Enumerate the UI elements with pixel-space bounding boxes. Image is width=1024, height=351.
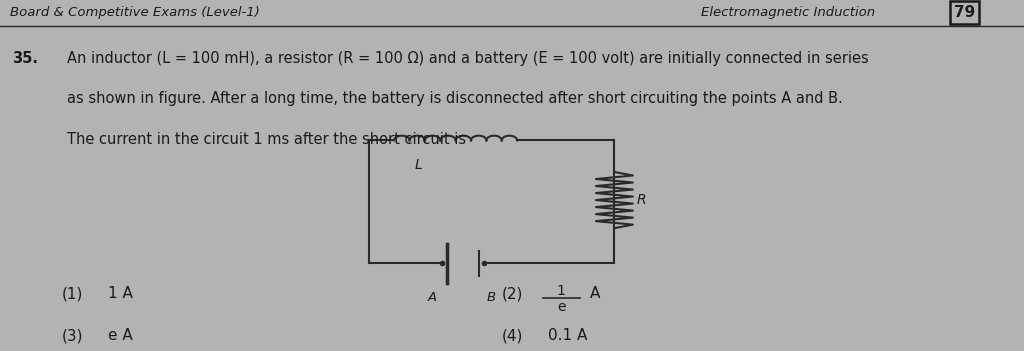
Text: The current in the circuit 1 ms after the short circuit is: The current in the circuit 1 ms after th… [67, 132, 466, 147]
Text: 1 A: 1 A [108, 286, 132, 301]
Text: e: e [557, 300, 565, 314]
Text: B: B [487, 291, 496, 304]
Text: as shown in figure. After a long time, the battery is disconnected after short c: as shown in figure. After a long time, t… [67, 91, 843, 106]
Text: Electromagnetic Induction: Electromagnetic Induction [701, 6, 876, 19]
Text: (1): (1) [61, 286, 83, 301]
Text: 79: 79 [954, 5, 975, 20]
Text: (2): (2) [502, 286, 523, 301]
Text: R: R [637, 193, 646, 207]
Text: An inductor (L = 100 mH), a resistor (R = 100 Ω) and a battery (E = 100 volt) ar: An inductor (L = 100 mH), a resistor (R … [67, 51, 868, 66]
Text: 0.1 A: 0.1 A [548, 328, 587, 343]
Text: A: A [427, 291, 436, 304]
Text: L: L [415, 158, 423, 172]
Text: e A: e A [108, 328, 132, 343]
Text: 1: 1 [557, 284, 565, 298]
Text: (3): (3) [61, 328, 83, 343]
Text: 35.: 35. [12, 51, 38, 66]
Text: A: A [590, 286, 600, 301]
Text: Board & Competitive Exams (Level-1): Board & Competitive Exams (Level-1) [10, 6, 260, 19]
Text: (4): (4) [502, 328, 523, 343]
